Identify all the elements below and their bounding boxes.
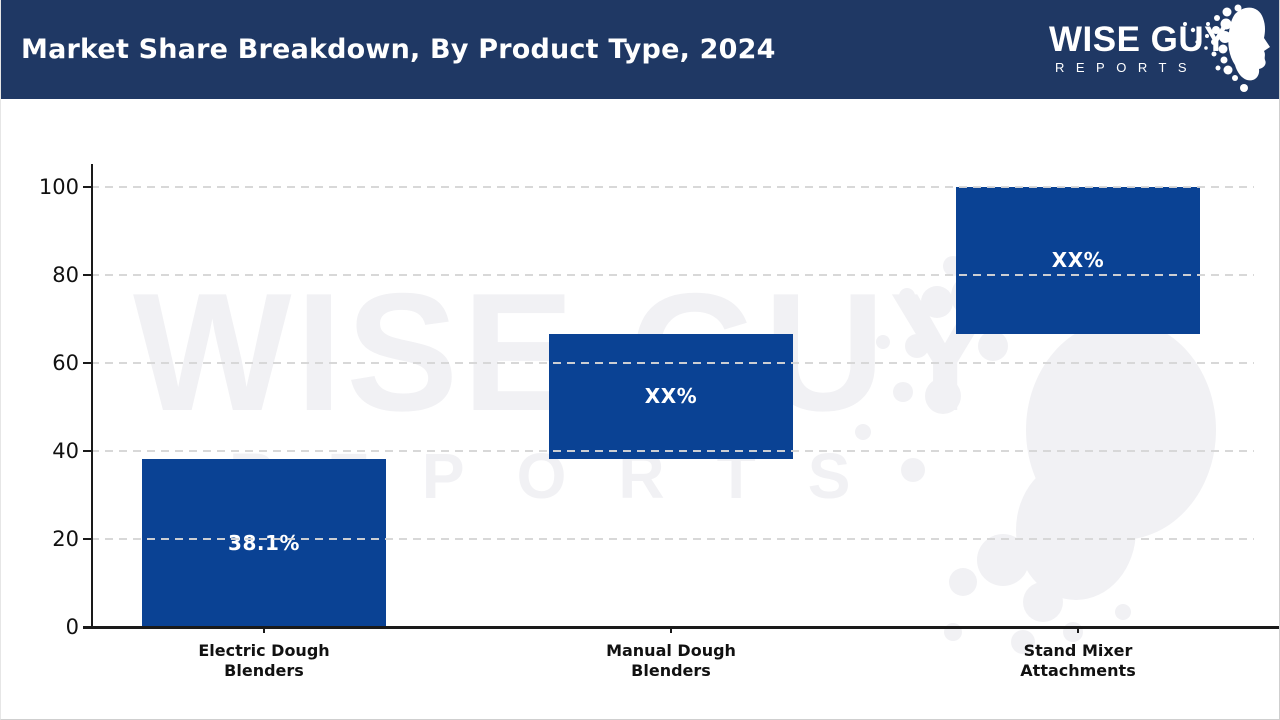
bar-value-label: XX%	[1051, 248, 1105, 273]
bar-segment: XX%	[956, 187, 1200, 334]
bar-value-label: XX%	[644, 384, 698, 409]
category-label-line: Electric Dough	[198, 641, 330, 660]
y-tick-label: 20	[52, 527, 79, 551]
x-axis-line	[83, 626, 1279, 629]
category-label: Electric Dough Blenders	[104, 641, 424, 681]
y-tick-mark	[83, 274, 91, 276]
category-label-line: Attachments	[1020, 661, 1136, 680]
logo-subtext: REPORTS	[1055, 60, 1199, 75]
y-tick-label: 80	[52, 263, 79, 287]
gridline	[91, 450, 1254, 452]
x-tick-mark	[670, 627, 672, 633]
logo-wordmark: WISE GUY	[1049, 20, 1229, 59]
y-tick-label: 40	[52, 439, 79, 463]
y-axis-line	[91, 164, 93, 627]
y-tick-mark	[83, 186, 91, 188]
category-label-line: Blenders	[631, 661, 711, 680]
gridline	[91, 274, 1254, 276]
category-label: Manual Dough Blenders	[511, 641, 831, 681]
wise-guy-reports-logo: WISE GUY REPORTS	[1013, 0, 1273, 99]
logo-face-icon	[1183, 4, 1270, 92]
y-tick-mark	[83, 362, 91, 364]
gridline	[91, 362, 1254, 364]
category-label-line: Blenders	[224, 661, 304, 680]
y-tick-label: 100	[38, 175, 79, 199]
y-tick-mark	[83, 538, 91, 540]
category-label-line: Stand Mixer	[1023, 641, 1133, 660]
bar-segment: 38.1%	[142, 459, 386, 627]
gridline	[91, 538, 1254, 540]
bar-value-label: 38.1%	[228, 531, 300, 556]
x-tick-mark	[263, 627, 265, 633]
y-tick-label: 60	[52, 351, 79, 375]
gridline	[91, 186, 1254, 188]
category-label: Stand Mixer Attachments	[918, 641, 1238, 681]
y-tick-mark	[83, 450, 91, 452]
page-title: Market Share Breakdown, By Product Type,…	[21, 34, 776, 65]
x-tick-mark	[1077, 627, 1079, 633]
bar-segment: XX%	[549, 333, 793, 460]
header-bar: Market Share Breakdown, By Product Type,…	[1, 0, 1279, 99]
category-label-line: Manual Dough	[606, 641, 736, 660]
y-tick-label: 0	[65, 615, 79, 639]
